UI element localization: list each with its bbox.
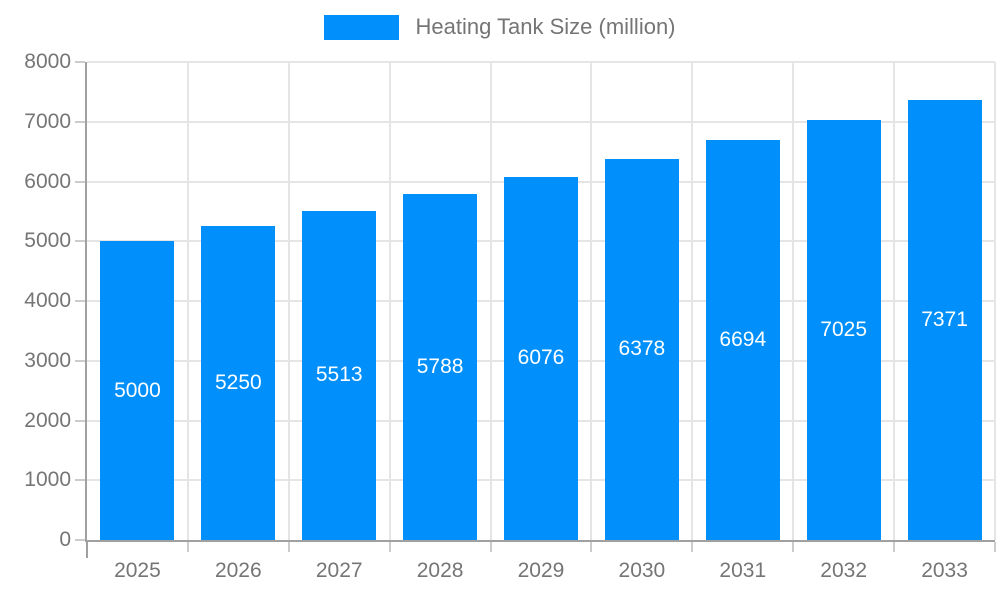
x-axis-label: 2029	[517, 559, 565, 582]
gridline-vertical	[489, 62, 492, 540]
y-axis-label: 4000	[24, 289, 71, 312]
x-axis-tick	[489, 542, 492, 552]
x-axis-tick	[86, 542, 88, 558]
gridline-horizontal	[87, 120, 995, 123]
y-axis-label: 0	[59, 528, 71, 551]
bar-2031	[705, 140, 780, 540]
gridline-vertical	[186, 62, 189, 540]
bar-2027	[302, 210, 377, 540]
plot-area: 0 1000 2000 3000 4000 5000 6000 7000 8000 5000 202…	[24, 50, 996, 582]
x-axis-label: 2027	[315, 559, 363, 582]
bar-value-label: 5000	[114, 378, 161, 402]
x-axis-tick	[792, 542, 795, 552]
y-axis-label: 5000	[24, 229, 71, 253]
gridline-vertical	[388, 62, 391, 540]
bar-2029	[504, 176, 578, 540]
x-axis-tick	[893, 542, 896, 552]
gridline-vertical	[792, 62, 795, 540]
bar-2025	[100, 241, 175, 540]
gridline-vertical	[994, 62, 996, 540]
x-axis-label: 2032	[820, 559, 868, 582]
x-axis-tick	[287, 542, 290, 552]
bar-value-label: 6694	[719, 328, 767, 352]
y-axis-tick	[75, 240, 85, 243]
y-axis-tick	[75, 359, 85, 362]
gridline-vertical	[287, 62, 290, 540]
legend-item[interactable]: Heating Tank Size (million)	[0, 14, 1000, 40]
bar-value-label: 5788	[416, 355, 464, 379]
gridline-vertical	[590, 62, 593, 540]
x-axis-tick	[691, 542, 694, 552]
y-axis-tick	[75, 180, 85, 183]
y-axis-tick	[75, 61, 85, 63]
legend-marker	[324, 14, 400, 40]
y-axis-tick	[75, 120, 85, 123]
bar-value-label: 5513	[315, 363, 363, 387]
gridline-vertical	[691, 62, 694, 540]
y-axis-label: 3000	[24, 348, 71, 372]
x-axis-label: 2033	[921, 559, 968, 582]
y-axis-tick	[75, 419, 85, 422]
y-axis-tick	[75, 479, 85, 482]
bar-value-label: 7025	[820, 318, 868, 342]
bar-2026	[201, 226, 276, 540]
gridline-vertical	[893, 62, 896, 540]
y-axis-tick	[75, 300, 85, 302]
bar-value-label: 7371	[921, 307, 968, 331]
x-axis-label: 2026	[214, 559, 262, 582]
x-axis-label: 2025	[114, 559, 161, 582]
x-axis-tick	[186, 542, 189, 552]
bar-2032	[806, 120, 881, 540]
bar-2030	[604, 158, 679, 540]
x-axis-label: 2028	[416, 559, 464, 582]
y-axis-label: 6000	[24, 169, 71, 193]
x-axis-tick	[590, 542, 593, 552]
bar-2033	[907, 99, 982, 540]
bar-2028	[403, 194, 478, 540]
bar-value-label: 6378	[618, 337, 666, 361]
y-axis-label: 7000	[24, 109, 71, 133]
x-axis-label: 2030	[618, 559, 666, 582]
y-axis-label: 8000	[24, 50, 71, 73]
y-axis-label: 1000	[24, 468, 71, 492]
legend-label: Heating Tank Size (million)	[415, 14, 676, 39]
bar-value-label: 6076	[517, 346, 565, 370]
y-axis-tick	[75, 539, 85, 541]
x-axis-tick	[388, 542, 391, 552]
x-axis-label: 2031	[719, 559, 767, 582]
gridline-horizontal	[87, 61, 995, 63]
bar-value-label: 5250	[214, 371, 262, 395]
y-axis-label: 2000	[24, 408, 71, 432]
x-axis-tick	[994, 542, 996, 552]
